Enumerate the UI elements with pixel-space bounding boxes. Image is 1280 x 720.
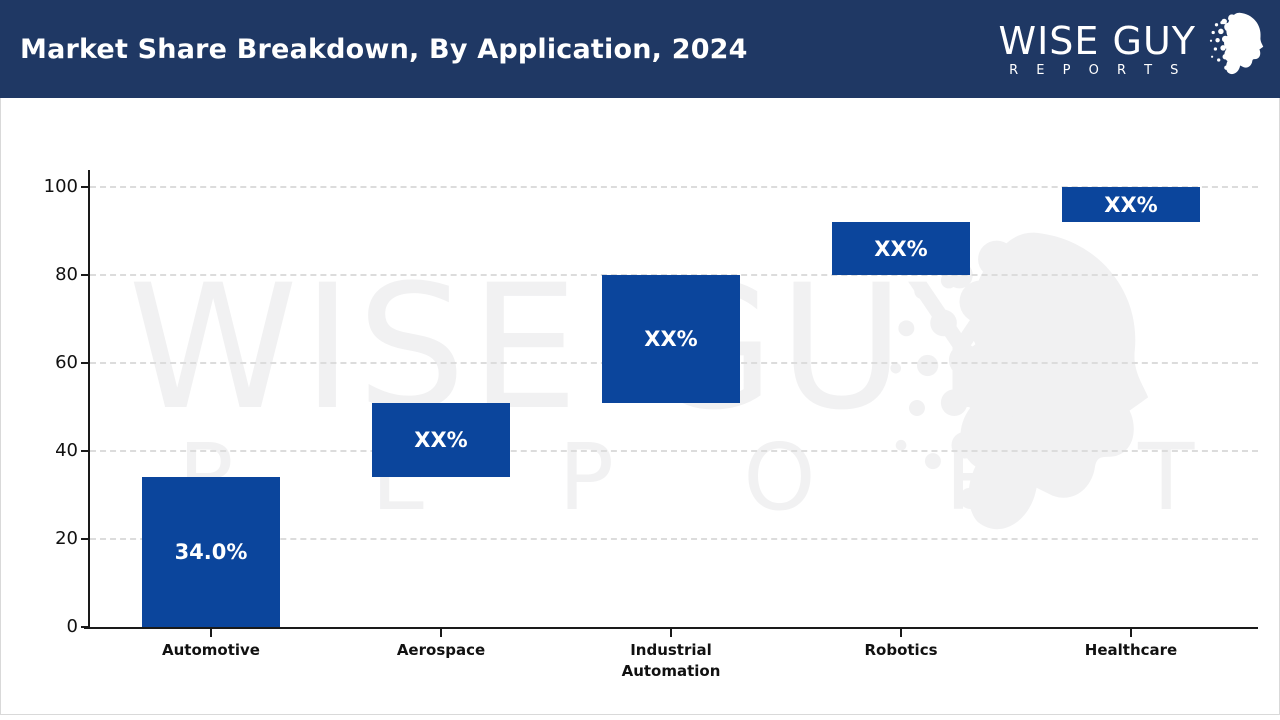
y-tick-mark (81, 274, 89, 276)
y-tick-mark (81, 186, 89, 188)
y-tick-mark (81, 362, 89, 364)
bar-value-label: XX% (874, 236, 928, 261)
y-tick-label: 60 (55, 352, 78, 373)
x-tick-mark (670, 629, 672, 637)
bar-value-label: 34.0% (174, 540, 248, 565)
bar-industrial-automation: XX% (602, 275, 740, 403)
bar-healthcare: XX% (1062, 187, 1200, 223)
bottom-divider-line (0, 714, 1280, 715)
header-bar: Market Share Breakdown, By Application, … (0, 0, 1280, 98)
y-tick-label: 100 (43, 176, 78, 197)
gridline-20 (90, 538, 1258, 540)
logo-wordmark: WISE GUY (998, 18, 1196, 63)
y-tick-mark (81, 538, 89, 540)
x-axis-line (84, 627, 1258, 629)
y-tick-label: 80 (55, 264, 78, 285)
gridline-40 (90, 450, 1258, 452)
x-tick-mark (440, 629, 442, 637)
category-label: Automotive (162, 641, 260, 659)
wise-guy-head-icon (1209, 12, 1264, 75)
x-tick-mark (210, 629, 212, 637)
logo-subtitle: R E P O R T S (1009, 62, 1186, 78)
y-axis-line (88, 170, 90, 629)
bar-value-label: XX% (414, 427, 468, 452)
bar-automotive: 34.0% (142, 477, 280, 627)
category-label: Industrial Automation (621, 641, 721, 680)
bar-value-label: XX% (644, 326, 698, 351)
bar-value-label: XX% (1104, 192, 1158, 217)
bar-robotics: XX% (832, 222, 970, 275)
y-tick-mark (81, 450, 89, 452)
category-label: Healthcare (1084, 641, 1178, 659)
x-tick-mark (1130, 629, 1132, 637)
y-tick-label: 0 (66, 616, 78, 637)
bar-aerospace: XX% (372, 402, 510, 478)
x-tick-mark (900, 629, 902, 637)
gridline-100 (90, 186, 1258, 188)
category-label: Robotics (864, 641, 938, 659)
category-label: Aerospace (396, 641, 486, 659)
y-tick-label: 40 (55, 440, 78, 461)
left-edge-line (0, 98, 1, 714)
wise-guy-logo-text: WISE GUY R E P O R T S (999, 22, 1196, 77)
y-tick-label: 20 (55, 528, 78, 549)
page-title: Market Share Breakdown, By Application, … (20, 33, 748, 65)
wise-guy-logo: WISE GUY R E P O R T S (999, 8, 1266, 90)
